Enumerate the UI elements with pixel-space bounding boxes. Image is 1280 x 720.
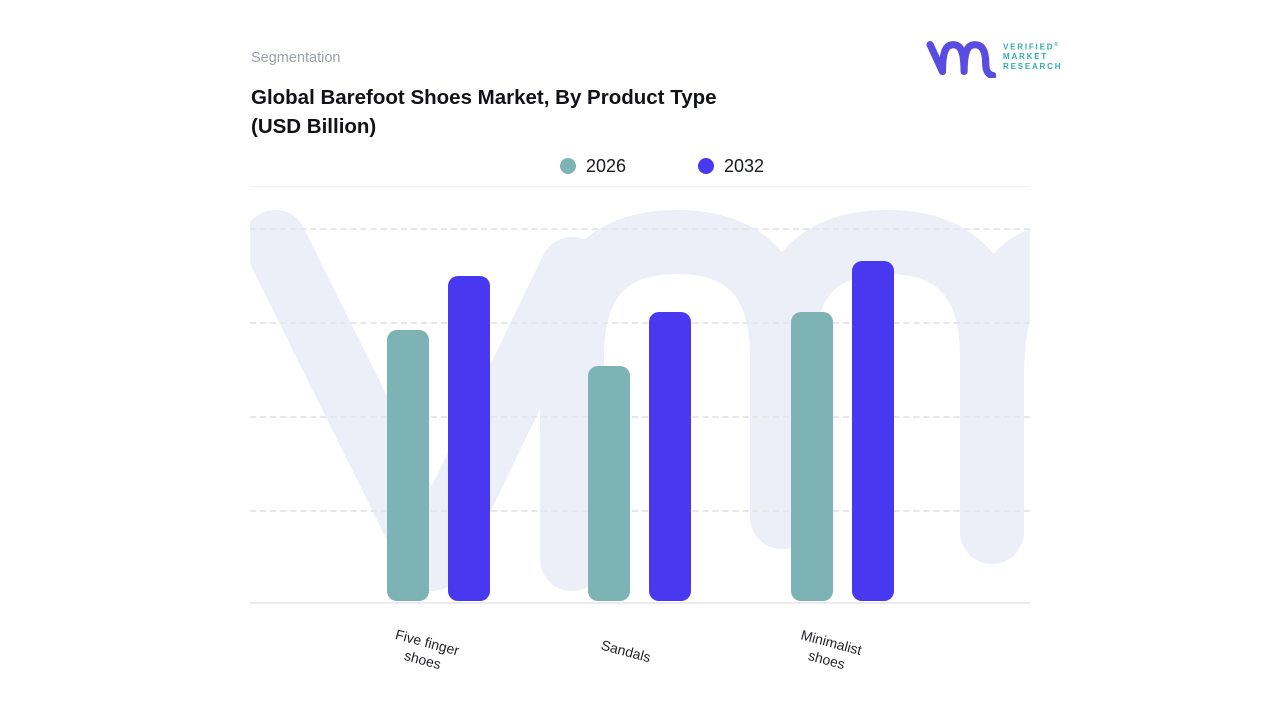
verified-market-research-logo: VERIFIED® MARKET RESEARCH [926,34,1062,78]
legend-divider [250,186,1030,187]
bar-group-sandals [588,312,691,601]
chart-title-line-1: Global Barefoot Shoes Market, By Product… [251,86,717,109]
chart-title: Global Barefoot Shoes Market, By Product… [251,83,871,141]
bar-2032-sandals [649,312,691,601]
x-axis-label-five-finger-shoes: Five finger shoes [393,626,461,673]
gridline [250,228,1030,230]
legend-swatch-2032-icon [698,158,714,174]
brand-line-2: MARKET [1003,52,1049,62]
brand-wordmark: VERIFIED® MARKET RESEARCH [1003,40,1062,73]
section-kicker: Segmentation [251,50,341,66]
gridline [250,510,1030,512]
plot-area: Five finger shoes Sandals Minimalist shoes [250,187,1030,672]
legend-label-2026: 2026 [585,155,626,176]
registered-mark: ® [1054,41,1058,48]
x-axis-label-sandals: Sandals [598,636,653,666]
bar-2026-five-finger-shoes [387,330,429,601]
gridline [250,322,1030,324]
vmr-watermark-icon [250,210,1030,591]
gridline [250,416,1030,418]
x-axis-label-minimalist-shoes: Minimalist shoes [798,626,863,673]
bar-2026-minimalist-shoes [791,312,833,601]
legend-item-2026: 2026 [559,155,626,177]
legend-swatch-2026-icon [559,158,576,174]
chart-title-line-2: (USD Billion) [251,115,377,138]
x-axis-line [250,602,1030,604]
vmr-monogram-icon [926,41,996,78]
bar-2026-sandals [588,366,630,601]
bar-2032-minimalist-shoes [852,261,894,601]
brand-line-1: VERIFIED® [1003,41,1058,52]
chart-legend: 2026 2032 [250,153,1030,179]
bar-2032-five-finger-shoes [448,276,490,601]
bar-group-minimalist-shoes [791,261,894,601]
legend-label-2032: 2032 [724,155,765,176]
brand-line-3: RESEARCH [1003,62,1063,72]
legend-item-2032: 2032 [698,156,764,177]
bar-group-five-finger-shoes [387,276,490,601]
